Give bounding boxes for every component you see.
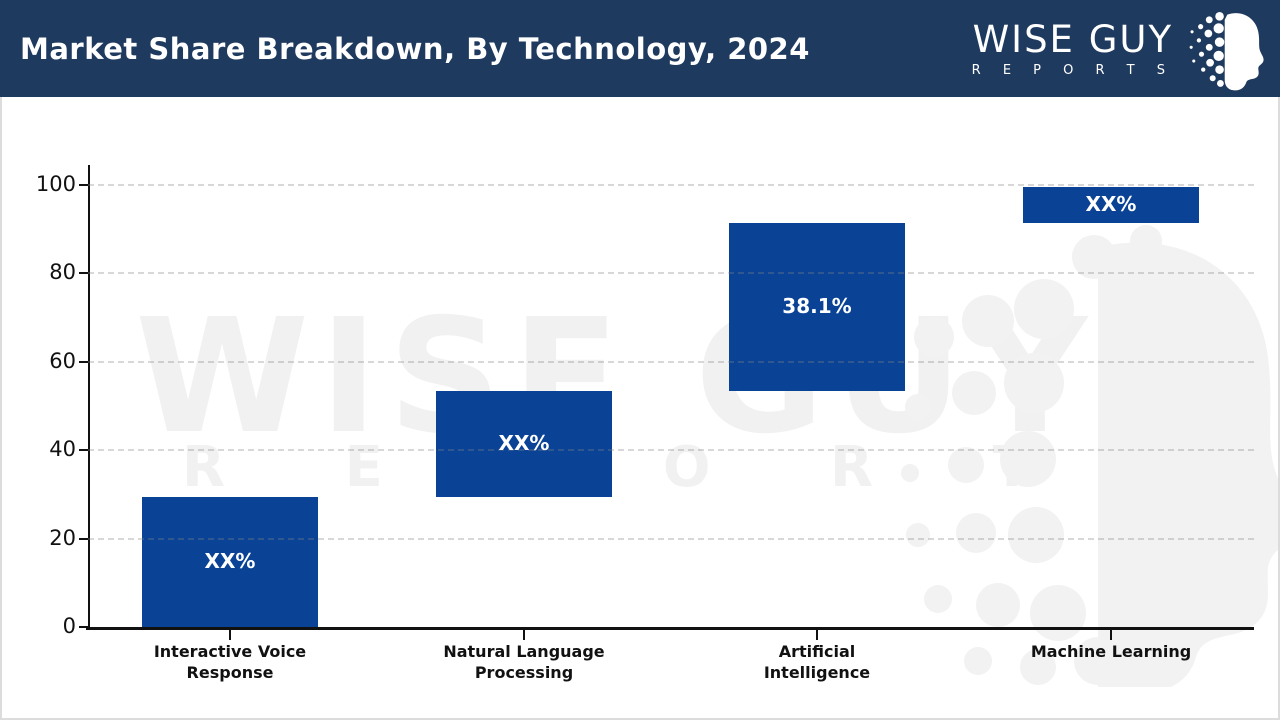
logo-face-icon	[1189, 11, 1264, 90]
logo-wordmark: WISE GUY	[972, 17, 1174, 61]
y-tick-label-0: 0	[62, 614, 76, 638]
y-axis-line	[88, 165, 90, 629]
logo-text: WISE GUY R E P O R T S	[972, 21, 1174, 77]
x-tick-1	[523, 630, 525, 640]
bar-value-label-3: XX%	[1085, 191, 1137, 216]
gridline-100	[88, 184, 1254, 186]
y-tick-100	[79, 184, 88, 186]
x-tick-3	[1110, 630, 1112, 640]
logo-subtext: R E P O R T S	[971, 62, 1174, 78]
y-tick-20	[79, 537, 88, 540]
gridline-20	[88, 537, 1254, 540]
y-tick-label-80: 80	[49, 260, 76, 285]
x-axis-line	[86, 627, 1254, 630]
y-tick-label-100: 100	[35, 172, 76, 196]
bar-value-label-2: 38.1%	[782, 294, 852, 319]
y-tick-label-60: 60	[49, 348, 76, 373]
gridline-60	[88, 360, 1254, 363]
chart-region: WISE GUY R E P O R T S 0 20 40 60 80 100 XX% In…	[0, 97, 1280, 720]
gridline-40	[88, 449, 1254, 452]
bar-0	[142, 497, 318, 627]
page-title: Market Share Breakdown, By Technology, 2…	[20, 31, 810, 66]
gridline-80	[88, 272, 1254, 275]
bar-2	[729, 223, 905, 392]
y-tick-label-20: 20	[49, 525, 76, 550]
y-tick-label-40: 40	[49, 437, 76, 462]
x-category-label-3: Machine Learning	[1030, 642, 1192, 661]
y-tick-80	[79, 272, 88, 275]
header-bar: Market Share Breakdown, By Technology, 2…	[0, 0, 1280, 97]
x-tick-2	[816, 630, 818, 640]
x-category-label-1: Natural Language Processing	[443, 642, 605, 682]
x-category-label-0: Interactive Voice Response	[153, 642, 307, 682]
bar-3	[1023, 186, 1199, 223]
bar-1	[436, 391, 612, 498]
y-tick-60	[79, 360, 88, 363]
x-tick-0	[229, 630, 231, 640]
x-category-label-2: Artificial Intelligence	[763, 642, 871, 682]
bar-value-label-0: XX%	[204, 549, 256, 574]
wise-guy-logo: WISE GUY R E P O R T S	[972, 6, 1280, 92]
y-tick-0	[79, 626, 88, 628]
watermark-face-icon	[901, 225, 1280, 687]
y-tick-40	[79, 449, 88, 452]
bar-value-label-1: XX%	[498, 431, 550, 456]
